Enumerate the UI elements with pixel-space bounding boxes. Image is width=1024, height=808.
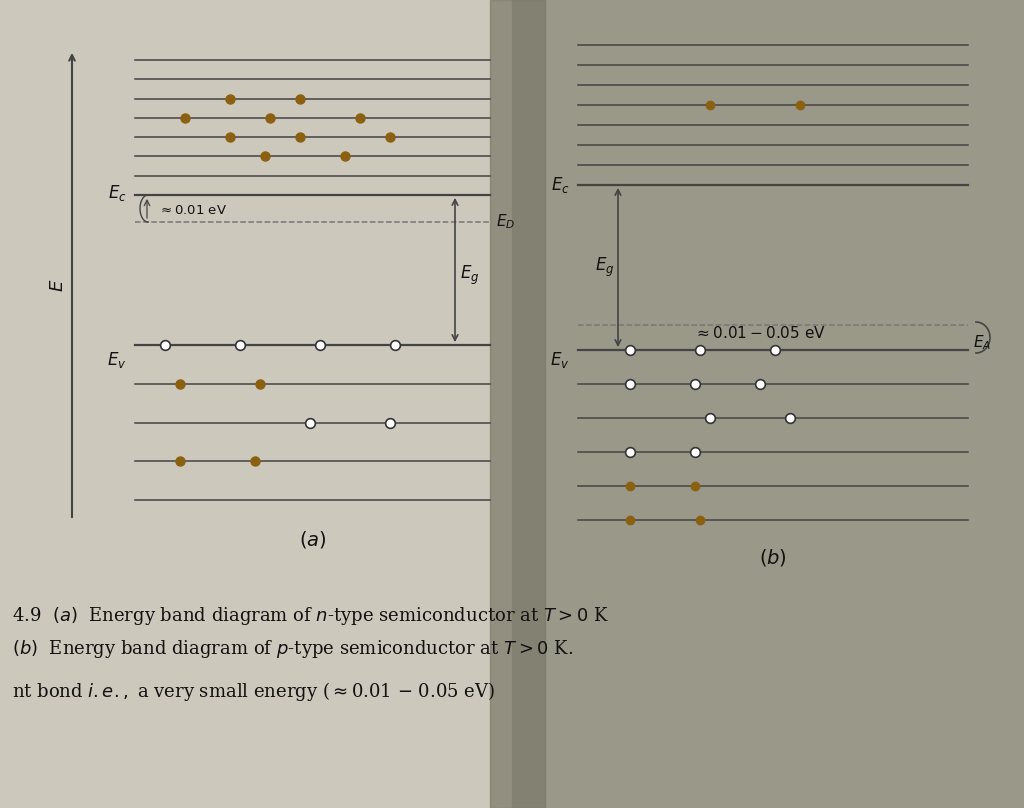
Text: $(b)$: $(b)$	[759, 548, 787, 569]
Text: $(a)$: $(a)$	[299, 529, 327, 550]
Text: $\approx 0.01 - 0.05$ eV: $\approx 0.01 - 0.05$ eV	[694, 325, 826, 340]
Text: $E_c$: $E_c$	[109, 183, 127, 203]
Text: 4.9  $(a)$  Energy band diagram of $n$-type semiconductor at $T > 0$ K: 4.9 $(a)$ Energy band diagram of $n$-typ…	[12, 605, 609, 627]
Text: $E_A$: $E_A$	[973, 334, 991, 352]
Text: $(b)$  Energy band diagram of $p$-type semiconductor at $T > 0$ K.: $(b)$ Energy band diagram of $p$-type se…	[12, 638, 573, 660]
Text: $E_v$: $E_v$	[108, 350, 127, 370]
Text: $E_D$: $E_D$	[496, 213, 515, 231]
Text: $E_g$: $E_g$	[460, 263, 479, 287]
Text: $E_g$: $E_g$	[595, 256, 614, 279]
Text: $\approx 0.01$ eV: $\approx 0.01$ eV	[158, 204, 227, 217]
Bar	[512, 0, 1024, 808]
Text: $E_v$: $E_v$	[551, 350, 570, 370]
Text: $E$: $E$	[49, 278, 67, 292]
Text: $E_c$: $E_c$	[551, 175, 570, 195]
Bar	[490, 0, 545, 808]
Bar	[0, 0, 512, 808]
Text: nt bond $i.e.,$ a very small energy ($\approx$0.01 $-$ 0.05 eV): nt bond $i.e.,$ a very small energy ($\a…	[12, 680, 495, 703]
